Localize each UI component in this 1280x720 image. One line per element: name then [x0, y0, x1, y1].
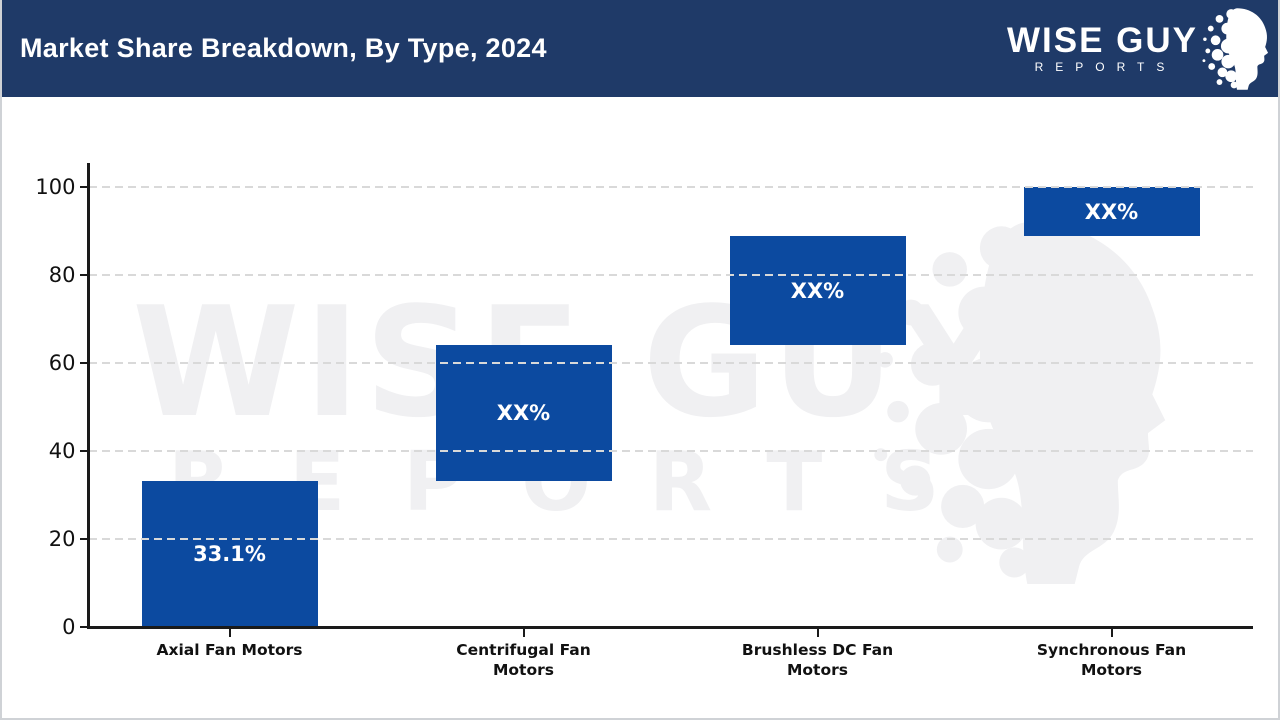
x-axis-tick [1110, 627, 1113, 637]
category-label: Brushless DC Fan Motors [741, 641, 894, 679]
category-label: Axial Fan Motors [156, 641, 303, 659]
category-label: Centrifugal Fan Motors [456, 641, 591, 679]
bar-segment [435, 345, 612, 482]
x-axis-tick [816, 627, 819, 637]
y-axis-tick-40 [79, 449, 89, 452]
gridline-20 [88, 537, 1253, 540]
x-axis-tick [522, 627, 525, 637]
bar-value-label: XX% [790, 278, 845, 303]
y-axis-tick-20 [79, 537, 89, 540]
y-axis-tick-80 [79, 273, 89, 276]
bar-value-label: XX% [496, 401, 551, 426]
gridline-80 [88, 273, 1253, 276]
bar-segment [1023, 187, 1200, 237]
y-axis-tick-label-80: 80 [48, 262, 76, 287]
x-axis-tick [228, 627, 231, 637]
y-axis-tick-label-40: 40 [48, 438, 76, 463]
bar-segment [729, 236, 906, 346]
y-axis-tick-label-60: 60 [48, 350, 76, 375]
gridline-60 [88, 361, 1253, 364]
wiseguy-logo-text: WISE GUY REPORTS [1006, 20, 1198, 74]
y-axis-tick-label-0: 0 [62, 614, 76, 639]
y-axis-tick-label-100: 100 [35, 175, 76, 199]
logo-wiseguy-label: WISE GUY [1006, 20, 1198, 60]
y-axis-tick-0 [79, 625, 89, 628]
gridline-100 [88, 186, 1253, 188]
watermark-dotted-head-icon [872, 222, 1174, 584]
y-axis-tick-100 [79, 186, 89, 188]
x-axis-line [87, 626, 1253, 629]
wiseguy-dotted-head-icon [1202, 8, 1270, 90]
bar-value-label: 33.1% [193, 541, 266, 566]
gridline-40 [88, 449, 1253, 452]
y-axis-tick-label-20: 20 [48, 526, 76, 551]
wiseguy-logo: WISE GUY REPORTS [1007, 8, 1270, 90]
category-label: Synchronous Fan Motors [1036, 641, 1187, 679]
bar-segment [141, 481, 318, 627]
logo-reports-label: REPORTS [1034, 59, 1177, 74]
chart-title: Market Share Breakdown, By Type, 2024 [20, 33, 547, 63]
header-bar: Market Share Breakdown, By Type, 2024 WI… [0, 0, 1280, 97]
y-axis-line [87, 163, 90, 629]
y-axis-tick-60 [79, 361, 89, 364]
bar-value-label: XX% [1084, 199, 1139, 224]
